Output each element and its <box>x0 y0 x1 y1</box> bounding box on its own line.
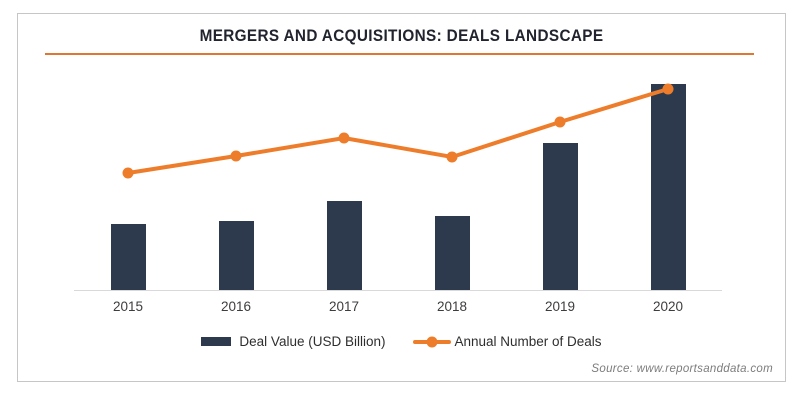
legend-label-annual-deals: Annual Number of Deals <box>454 334 602 349</box>
x-tick-2015: 2015 <box>112 299 144 314</box>
legend-label-deal-value: Deal Value (USD Billion) <box>239 334 386 349</box>
line-point-2017 <box>338 132 350 144</box>
line-point-2016 <box>230 150 242 162</box>
line-swatch-icon <box>413 336 452 347</box>
chart-title: MERGERS AND ACQUISITIONS: DEALS LANDSCAP… <box>199 26 604 45</box>
source-credit: Source: www.reportsanddata.com <box>591 363 773 375</box>
legend-item-deal-value: Deal Value (USD Billion) <box>201 334 385 349</box>
line-series-layer <box>122 83 674 179</box>
x-tick-2019: 2019 <box>544 299 576 314</box>
line-point-2018 <box>446 151 458 163</box>
x-axis-labels: 2015 2016 2017 2018 2019 2020 <box>74 299 722 314</box>
bar-2018 <box>434 216 470 290</box>
x-tick-2018: 2018 <box>436 299 468 314</box>
bar-2017 <box>326 201 362 290</box>
bar-2019 <box>542 143 578 290</box>
x-tick-2016: 2016 <box>220 299 252 314</box>
x-tick-2017: 2017 <box>328 299 360 314</box>
bar-2016 <box>218 221 254 290</box>
chart-frame: MERGERS AND ACQUISITIONS: DEALS LANDSCAP… <box>17 13 786 382</box>
legend-item-annual-deals: Annual Number of Deals <box>413 334 602 349</box>
bar-swatch-icon <box>201 337 232 346</box>
line-marker-dot-icon <box>426 336 438 347</box>
line-point-2015 <box>122 167 134 179</box>
line-point-2019 <box>554 116 566 128</box>
line-point-2020 <box>662 83 674 95</box>
title-underline-rule <box>45 53 754 55</box>
bar-2020 <box>650 84 686 290</box>
line-series-path <box>127 87 669 175</box>
x-tick-2020: 2020 <box>652 299 684 314</box>
bar-2015 <box>110 224 146 290</box>
legend: Deal Value (USD Billion) Annual Number o… <box>18 334 785 349</box>
plot-area <box>74 74 722 291</box>
